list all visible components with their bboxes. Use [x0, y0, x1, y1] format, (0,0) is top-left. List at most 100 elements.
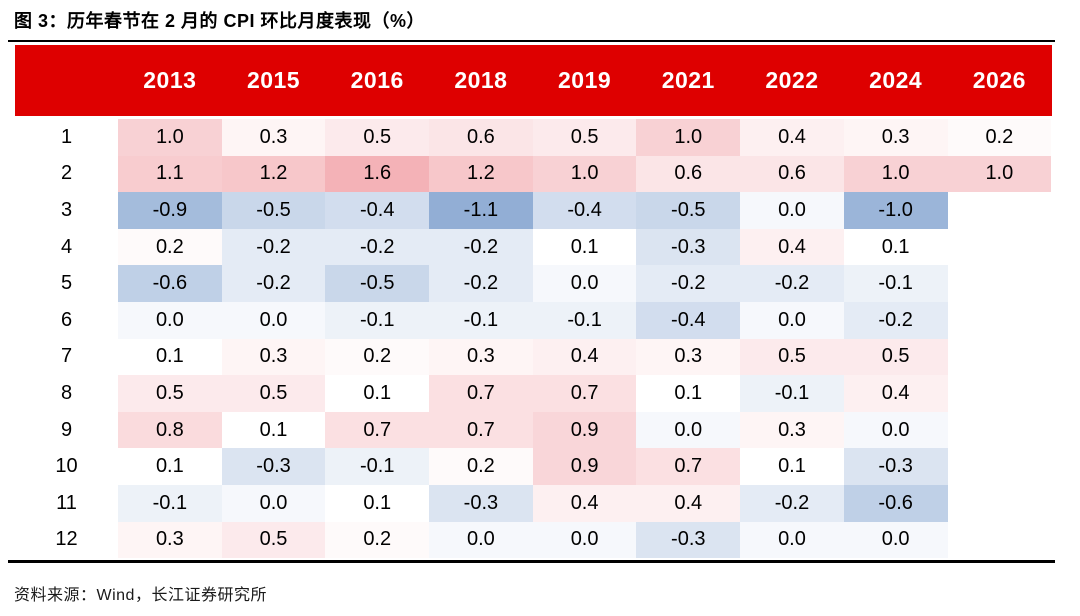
- heatmap-cell: -0.4: [532, 192, 637, 229]
- heatmap-cell: 0.3: [843, 119, 948, 156]
- heatmap-cell: 0.2: [429, 448, 533, 485]
- year-header: 2022: [765, 67, 819, 93]
- heatmap-cell: 0.5: [118, 375, 222, 412]
- heatmap-cell: 0.7: [429, 375, 533, 412]
- month-label: 11: [15, 484, 118, 522]
- heatmap-cell: 0.0: [843, 521, 948, 559]
- heatmap-cell: -0.1: [843, 265, 948, 302]
- month-label: 8: [15, 375, 118, 412]
- heatmap-cell: -0.3: [429, 484, 533, 522]
- heatmap-row: 5 -0.6 -0.2 -0.5 -0.2 0.0 -0.2 -0.2 -0.1: [15, 265, 1052, 302]
- heatmap-cell: -0.2: [740, 484, 844, 522]
- year-header: 2015: [246, 67, 301, 93]
- heatmap-row: 7 0.1 0.3 0.2 0.3 0.4 0.3 0.5 0.5: [15, 338, 1052, 376]
- month-label: 9: [15, 411, 118, 449]
- month-label: 7: [15, 338, 118, 376]
- heatmap-cell: -1.0: [843, 192, 948, 229]
- heatmap-cell: -0.1: [740, 375, 844, 412]
- heatmap-cell: -0.3: [221, 448, 326, 485]
- heatmap-cell: [948, 375, 1052, 412]
- heatmap-row: 12 0.3 0.5 0.2 0.0 0.0 -0.3 0.0 0.0: [15, 521, 1052, 559]
- heatmap-cell: 0.0: [532, 521, 637, 559]
- month-label: 10: [15, 448, 118, 485]
- heatmap-cell: 0.0: [740, 301, 844, 339]
- heatmap-cell: 0.1: [740, 448, 844, 485]
- heatmap-cell: 0.6: [740, 155, 844, 193]
- heatmap-cell: 0.0: [636, 411, 741, 449]
- heatmap-cell: 0.3: [118, 521, 222, 559]
- heatmap-cell: -0.3: [636, 521, 741, 559]
- heatmap-header-row: 2013 2015 2016 2018 2019 2021 2022 2024 2026: [15, 45, 1052, 116]
- heatmap-cell: -0.2: [429, 228, 533, 266]
- year-header: 2018: [454, 67, 508, 93]
- heatmap-cell: -0.3: [636, 228, 741, 266]
- heatmap-cell: -0.1: [118, 484, 222, 522]
- heatmap-cell: 0.2: [325, 521, 430, 559]
- month-label: 6: [15, 301, 118, 339]
- heatmap-cell: 0.1: [843, 228, 948, 266]
- heatmap-cell: -0.1: [429, 301, 533, 339]
- heatmap-cell: 0.0: [429, 521, 533, 559]
- heatmap-cell: 0.5: [740, 338, 844, 376]
- figure-title: 图 3：历年春节在 2 月的 CPI 环比月度表现（%）: [14, 11, 426, 31]
- heatmap-cell: 0.8: [118, 411, 222, 449]
- heatmap-cell: 0.9: [532, 411, 637, 449]
- heatmap-cell: 0.7: [532, 375, 637, 412]
- heatmap-cell: 0.1: [636, 375, 741, 412]
- heatmap-cell: 0.3: [740, 411, 844, 449]
- heatmap-cell: 0.0: [843, 411, 948, 449]
- month-label: 2: [15, 155, 118, 193]
- heatmap-cell: -0.2: [636, 265, 741, 302]
- heatmap-cell: [948, 485, 1052, 522]
- table-bottom-divider: [8, 560, 1055, 563]
- heatmap-row: 4 0.2 -0.2 -0.2 -0.2 0.1 -0.3 0.4 0.1: [15, 228, 1052, 266]
- heatmap-cell: -0.1: [532, 301, 637, 339]
- heatmap-cell: 1.6: [325, 155, 430, 193]
- heatmap-row: 6 0.0 0.0 -0.1 -0.1 -0.1 -0.4 0.0 -0.2: [15, 301, 1052, 339]
- heatmap-cell: 0.5: [843, 338, 948, 376]
- heatmap-cell: 0.7: [325, 411, 430, 449]
- heatmap-cell: 0.2: [947, 119, 1052, 156]
- heatmap-cell: 0.3: [221, 119, 326, 156]
- heatmap-cell: [948, 522, 1052, 559]
- heatmap-cell: 0.7: [429, 411, 533, 449]
- heatmap-cell: 0.5: [221, 521, 326, 559]
- heatmap-row: 2 1.1 1.2 1.6 1.2 1.0 0.6 0.6 1.0 1.0: [15, 155, 1052, 193]
- year-header: 2013: [143, 67, 197, 93]
- heatmap-cell: 0.4: [636, 484, 741, 522]
- heatmap-cell: 1.0: [843, 155, 948, 193]
- heatmap-cell: 0.4: [740, 228, 844, 266]
- heatmap-cell: [948, 229, 1052, 266]
- month-label: 5: [15, 265, 118, 302]
- heatmap-cell: 0.2: [325, 338, 430, 376]
- heatmap-cell: 0.6: [429, 119, 533, 156]
- heatmap-cell: -0.2: [429, 265, 533, 302]
- heatmap-cell: 0.4: [843, 375, 948, 412]
- heatmap-cell: [948, 448, 1052, 485]
- heatmap-cell: 1.0: [532, 155, 637, 193]
- heatmap-cell: 0.1: [325, 484, 430, 522]
- heatmap-cell: [948, 412, 1052, 449]
- heatmap-cell: 1.0: [118, 119, 222, 156]
- year-header: 2019: [558, 67, 612, 93]
- heatmap-cell: 0.5: [325, 119, 430, 156]
- heatmap-cell: -0.5: [221, 192, 326, 229]
- heatmap-cell: [948, 265, 1052, 302]
- heatmap-cell: -0.6: [843, 484, 948, 522]
- heatmap-cell: -0.1: [325, 448, 430, 485]
- year-header: 2016: [350, 67, 404, 93]
- heatmap-cell: 0.1: [325, 375, 430, 412]
- heatmap-row: 11 -0.1 0.0 0.1 -0.3 0.4 0.4 -0.2 -0.6: [15, 484, 1052, 522]
- heatmap-body: 1 1.0 0.3 0.5 0.6 0.5 1.0 0.4 0.3 0.2 2 1.1 1.2 1.6 1.…: [15, 119, 1052, 559]
- heatmap-cell: -0.6: [118, 265, 222, 302]
- heatmap-cell: -0.2: [740, 265, 844, 302]
- heatmap-cell: 0.5: [532, 119, 637, 156]
- heatmap-cell: 0.4: [532, 484, 637, 522]
- heatmap-cell: 1.2: [221, 155, 326, 193]
- year-header: 2026: [972, 67, 1026, 93]
- heatmap-cell: 0.4: [740, 119, 844, 156]
- heatmap-cell: -0.2: [325, 228, 430, 266]
- heatmap-row: 10 0.1 -0.3 -0.1 0.2 0.9 0.7 0.1 -0.3: [15, 448, 1052, 485]
- heatmap-cell: 0.0: [221, 301, 326, 339]
- heatmap-cell: -0.4: [636, 301, 741, 339]
